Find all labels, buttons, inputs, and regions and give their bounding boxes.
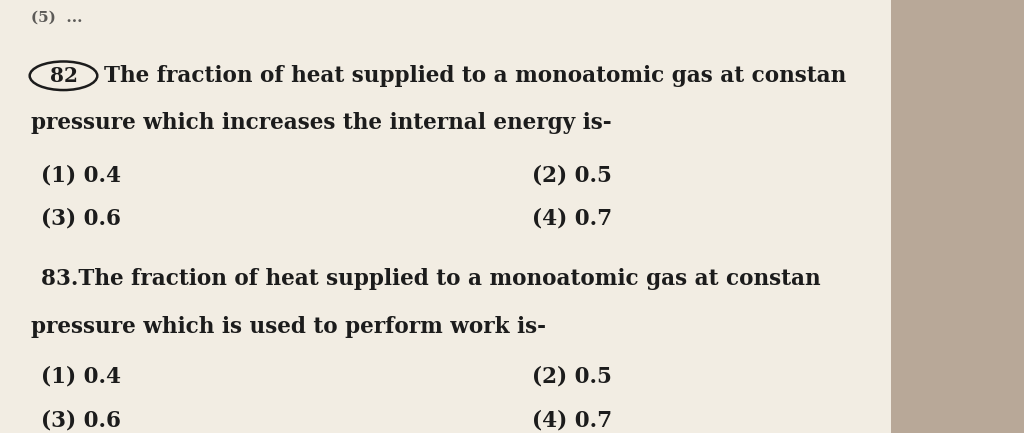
Text: (2) 0.5: (2) 0.5	[532, 366, 612, 388]
Text: (4) 0.7: (4) 0.7	[532, 410, 612, 432]
Text: (1) 0.4: (1) 0.4	[41, 165, 121, 186]
Text: (3) 0.6: (3) 0.6	[41, 208, 121, 229]
Text: 82: 82	[49, 66, 78, 86]
Text: (2) 0.5: (2) 0.5	[532, 165, 612, 186]
Text: The fraction of heat supplied to a monoatomic gas at constan: The fraction of heat supplied to a monoa…	[104, 65, 847, 87]
Text: (3) 0.6: (3) 0.6	[41, 410, 121, 432]
Text: 83.The fraction of heat supplied to a monoatomic gas at constan: 83.The fraction of heat supplied to a mo…	[41, 268, 820, 290]
Text: (5)  ...: (5) ...	[31, 10, 82, 24]
Text: (1) 0.4: (1) 0.4	[41, 366, 121, 388]
Text: pressure which increases the internal energy is-: pressure which increases the internal en…	[31, 113, 611, 134]
Text: pressure which is used to perform work is-: pressure which is used to perform work i…	[31, 316, 546, 338]
Bar	[891, 0, 1024, 433]
Text: (4) 0.7: (4) 0.7	[532, 208, 612, 229]
Bar	[0, 0, 891, 433]
